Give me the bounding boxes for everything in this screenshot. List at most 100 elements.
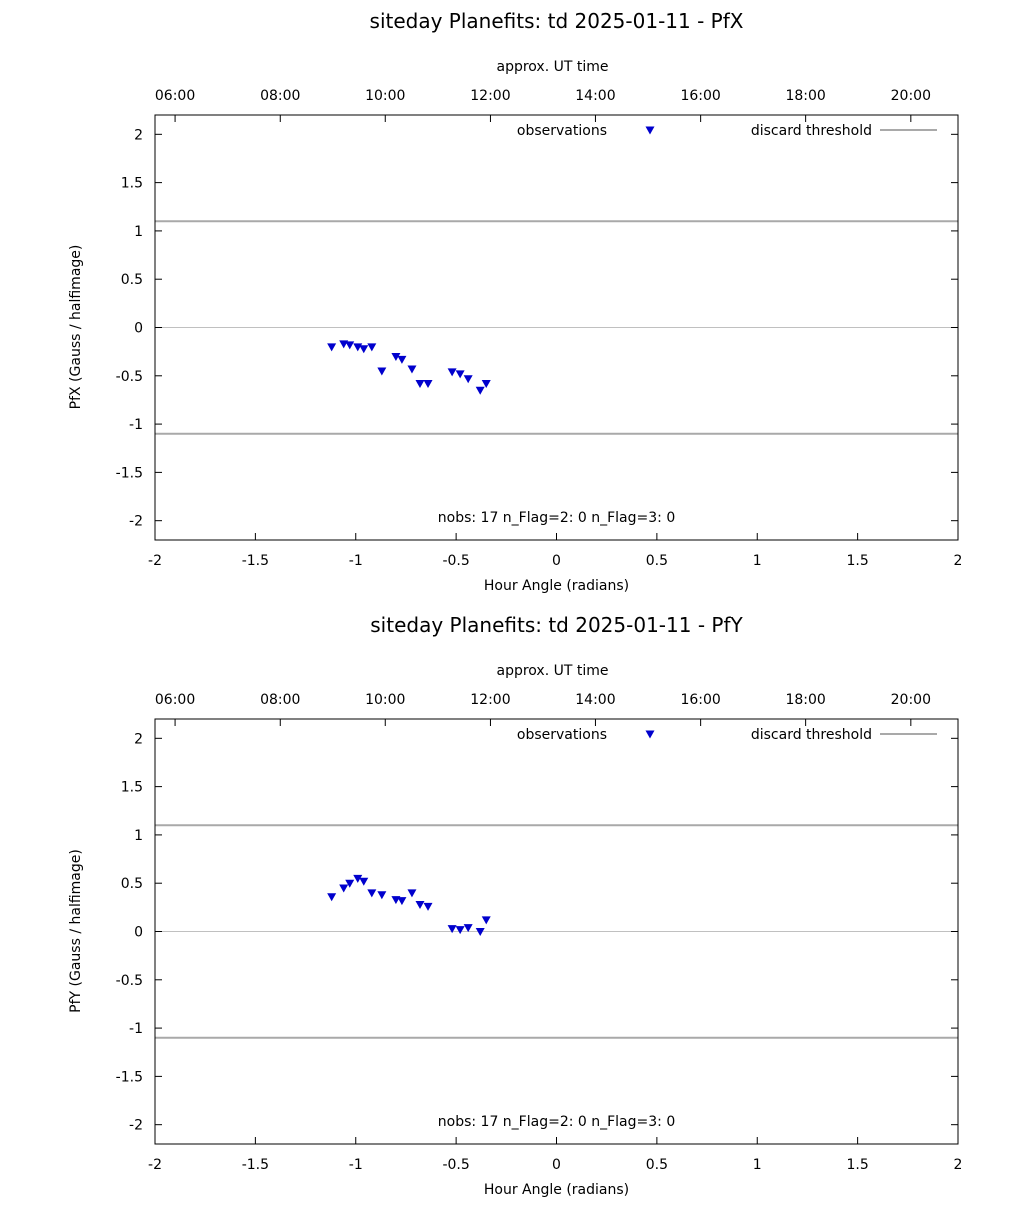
y-tick-label: 0	[134, 321, 143, 337]
data-point	[397, 897, 407, 906]
y-tick-label: 2	[134, 127, 143, 143]
x-tick-label: -0.5	[442, 553, 469, 569]
y-tick-label: 1.5	[121, 176, 143, 192]
y-tick-label: -2	[129, 1118, 143, 1134]
y-axis-title: PfX (Gauss / halfimage)	[68, 245, 84, 410]
ut-tick-label: 16:00	[680, 88, 720, 104]
y-tick-label: 1.5	[121, 780, 143, 796]
x-tick-label: 1.5	[846, 1157, 868, 1173]
ut-tick-label: 14:00	[575, 692, 615, 708]
data-point	[475, 928, 485, 936]
ut-axis-title: approx. UT time	[497, 59, 609, 75]
legend-observations-label: observations	[517, 123, 607, 139]
data-point	[447, 368, 457, 377]
data-point	[463, 375, 473, 384]
data-point	[327, 893, 337, 902]
y-tick-label: 0.5	[121, 876, 143, 892]
legend-threshold-label: discard threshold	[751, 123, 872, 139]
y-tick-label: 0.5	[121, 272, 143, 288]
y-tick-label: 1	[134, 224, 143, 240]
data-point	[447, 925, 457, 934]
data-point	[345, 879, 355, 888]
x-tick-label: 1	[753, 553, 762, 569]
data-point	[397, 355, 407, 364]
data-point	[327, 343, 337, 352]
pfx-chart: siteday Planefits: td 2025-01-11 - PfX ap…	[68, 9, 963, 594]
chart-title: siteday Planefits: td 2025-01-11 - PfY	[370, 613, 743, 637]
data-point	[415, 380, 425, 389]
x-tick-label: 1.5	[846, 553, 868, 569]
x-tick-label: -1	[349, 1157, 363, 1173]
data-point	[359, 877, 369, 886]
x-tick-label: 0.5	[646, 1157, 668, 1173]
ut-tick-label: 06:00	[155, 692, 195, 708]
x-tick-label: -1	[349, 553, 363, 569]
data-point	[407, 889, 417, 898]
ut-tick-label: 08:00	[260, 88, 300, 104]
x-axis-title: Hour Angle (radians)	[484, 578, 629, 594]
ut-tick-label: 06:00	[155, 88, 195, 104]
ut-axis-title: approx. UT time	[497, 663, 609, 679]
ut-tick-label: 18:00	[785, 88, 825, 104]
y-tick-label: -2	[129, 514, 143, 530]
x-tick-label: -2	[148, 553, 162, 569]
x-tick-label: -0.5	[442, 1157, 469, 1173]
chart-title: siteday Planefits: td 2025-01-11 - PfX	[370, 9, 744, 33]
y-tick-label: 1	[134, 828, 143, 844]
annotation-nobs: nobs: 17 n_Flag=2: 0 n_Flag=3: 0	[438, 1114, 676, 1130]
ut-tick-label: 18:00	[785, 692, 825, 708]
data-point	[423, 380, 433, 389]
data-point	[391, 352, 401, 361]
ut-tick-label: 20:00	[891, 692, 931, 708]
data-point	[367, 343, 377, 352]
x-tick-label: 1	[753, 1157, 762, 1173]
data-point	[377, 891, 387, 900]
ut-tick-label: 12:00	[470, 692, 510, 708]
y-tick-label: -1.5	[116, 465, 143, 481]
x-tick-label: -1.5	[242, 553, 269, 569]
legend-observations-marker	[645, 730, 655, 739]
x-tick-label: 2	[954, 1157, 963, 1173]
data-point	[353, 874, 363, 883]
y-axis-title: PfY (Gauss / halfimage)	[68, 849, 84, 1013]
data-point	[359, 345, 369, 354]
x-tick-label: -1.5	[242, 1157, 269, 1173]
data-point	[367, 889, 377, 898]
y-tick-label: 0	[134, 925, 143, 941]
y-tick-label: -1	[129, 417, 143, 433]
data-point	[423, 902, 433, 911]
data-point	[481, 380, 491, 389]
x-tick-label: 0	[552, 553, 561, 569]
data-point	[415, 900, 425, 909]
data-point	[407, 365, 417, 374]
ut-tick-label: 14:00	[575, 88, 615, 104]
data-point	[475, 386, 485, 395]
y-tick-label: -0.5	[116, 369, 143, 385]
ut-tick-label: 08:00	[260, 692, 300, 708]
ut-tick-label: 20:00	[891, 88, 931, 104]
data-point	[481, 916, 491, 925]
y-tick-label: -1.5	[116, 1069, 143, 1085]
legend-observations-label: observations	[517, 727, 607, 743]
annotation-nobs: nobs: 17 n_Flag=2: 0 n_Flag=3: 0	[438, 510, 676, 526]
x-tick-label: 2	[954, 553, 963, 569]
data-point	[345, 341, 355, 350]
ut-tick-label: 12:00	[470, 88, 510, 104]
legend-observations-marker	[645, 126, 655, 135]
ut-tick-label: 10:00	[365, 88, 405, 104]
y-tick-label: 2	[134, 731, 143, 747]
x-tick-label: 0.5	[646, 553, 668, 569]
x-tick-label: 0	[552, 1157, 561, 1173]
y-tick-label: -0.5	[116, 973, 143, 989]
data-point	[339, 884, 349, 893]
data-point	[455, 926, 465, 935]
ut-tick-label: 10:00	[365, 692, 405, 708]
x-tick-label: -2	[148, 1157, 162, 1173]
y-tick-label: -1	[129, 1021, 143, 1037]
pfy-chart: siteday Planefits: td 2025-01-11 - PfY ap…	[68, 613, 963, 1198]
ut-tick-label: 16:00	[680, 692, 720, 708]
legend-threshold-label: discard threshold	[751, 727, 872, 743]
data-point	[463, 924, 473, 933]
data-point	[377, 367, 387, 376]
